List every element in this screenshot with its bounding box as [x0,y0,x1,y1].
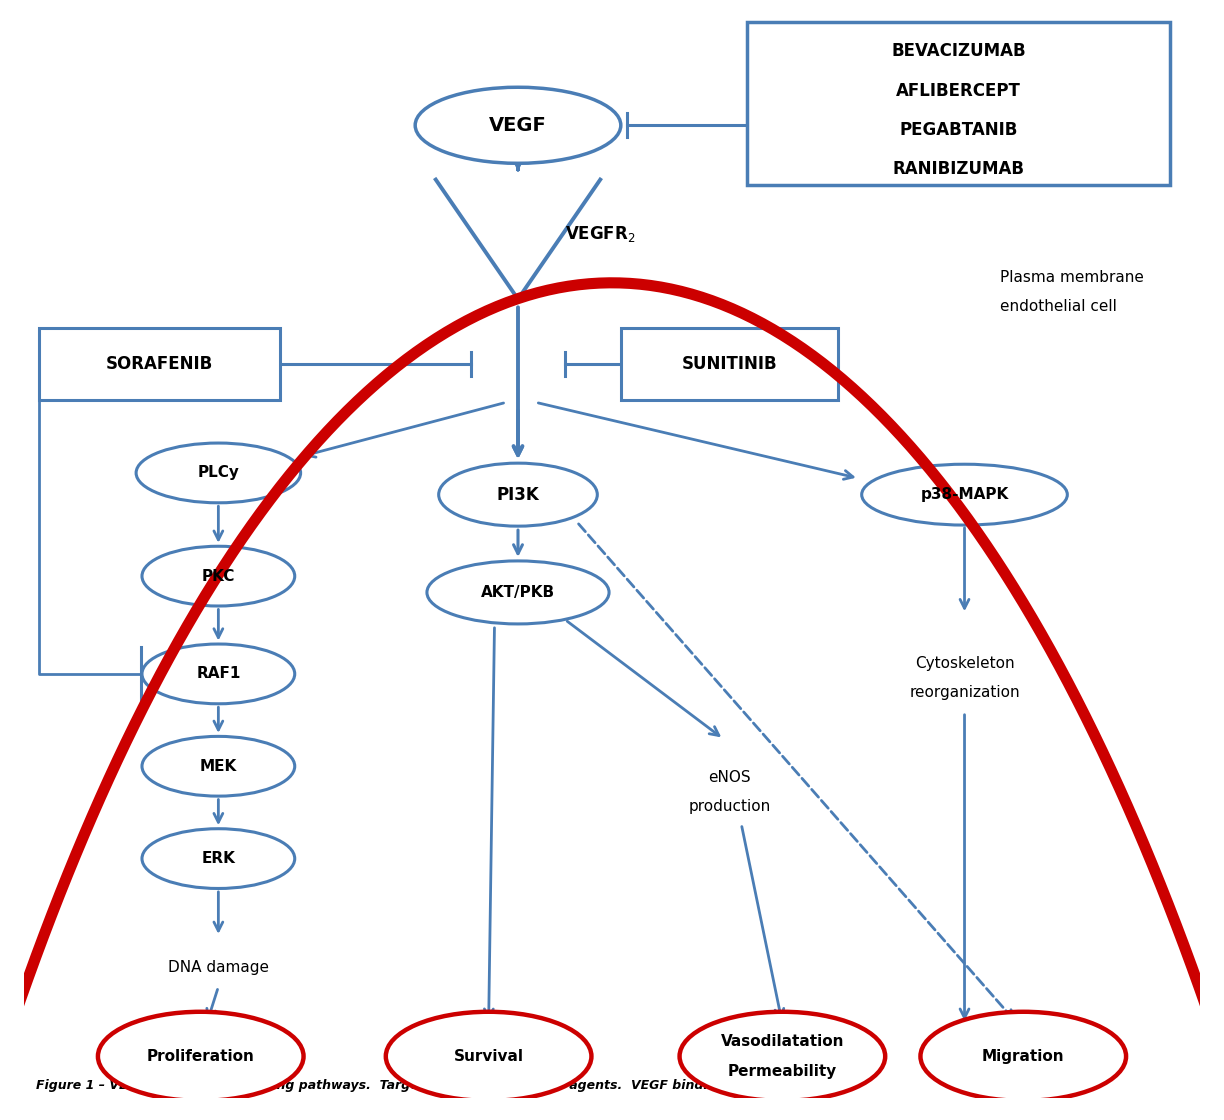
Text: production: production [688,799,771,814]
Text: PI3K: PI3K [497,486,540,504]
Text: BEVACIZUMAB: BEVACIZUMAB [891,43,1026,60]
Ellipse shape [142,547,295,606]
Ellipse shape [427,561,610,624]
Text: RAF1: RAF1 [196,666,241,681]
Ellipse shape [98,1011,304,1101]
Text: Figure 1 – VEGF-A/VEGFR-2 signaling pathways.  Targets of anti-angiogenic agents: Figure 1 – VEGF-A/VEGFR-2 signaling path… [37,1080,847,1092]
Ellipse shape [142,644,295,703]
Text: Plasma membrane: Plasma membrane [1000,270,1143,284]
Text: MEK: MEK [200,758,237,774]
Text: endothelial cell: endothelial cell [1000,299,1116,315]
FancyBboxPatch shape [39,328,280,400]
Text: ERK: ERK [202,851,235,866]
Text: AFLIBERCEPT: AFLIBERCEPT [896,82,1021,100]
Text: AKT/PKB: AKT/PKB [481,585,554,600]
Text: p38-MAPK: p38-MAPK [920,487,1009,502]
Text: eNOS: eNOS [709,769,750,785]
Ellipse shape [920,1011,1126,1101]
Ellipse shape [415,87,621,164]
Ellipse shape [136,444,301,503]
Text: reorganization: reorganization [909,684,1020,700]
FancyBboxPatch shape [621,328,838,400]
Text: VEGFR$_2$: VEGFR$_2$ [565,224,635,244]
Ellipse shape [386,1011,591,1101]
Ellipse shape [862,464,1067,525]
Ellipse shape [142,829,295,888]
Text: Vasodilatation: Vasodilatation [721,1034,845,1048]
Ellipse shape [438,464,597,526]
FancyBboxPatch shape [747,22,1170,185]
Text: Survival: Survival [454,1048,524,1064]
Text: Cytoskeleton: Cytoskeleton [914,655,1015,671]
Text: PLCy: PLCy [197,466,240,480]
Text: PKC: PKC [202,569,235,584]
Text: VEGF: VEGF [490,115,547,134]
Text: Proliferation: Proliferation [147,1048,255,1064]
Ellipse shape [679,1011,885,1101]
Text: SORAFENIB: SORAFENIB [106,355,213,373]
Text: SUNITINIB: SUNITINIB [682,355,777,373]
Text: Permeability: Permeability [728,1064,837,1079]
Text: Migration: Migration [982,1048,1065,1064]
Text: DNA damage: DNA damage [168,960,269,974]
Text: PEGABTANIB: PEGABTANIB [900,121,1018,139]
Ellipse shape [142,736,295,796]
Text: RANIBIZUMAB: RANIBIZUMAB [892,160,1024,178]
